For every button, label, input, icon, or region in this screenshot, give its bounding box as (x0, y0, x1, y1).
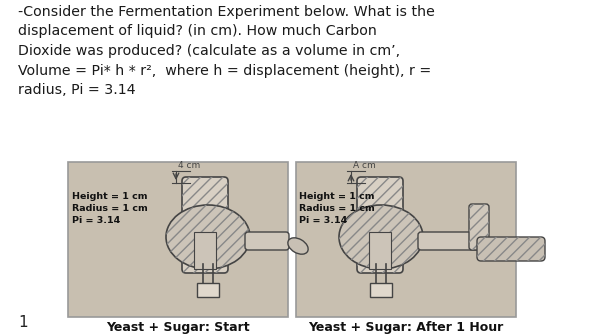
Text: radius, Pi = 3.14: radius, Pi = 3.14 (18, 83, 135, 97)
FancyBboxPatch shape (477, 237, 545, 261)
FancyBboxPatch shape (469, 204, 489, 250)
Text: A cm: A cm (353, 161, 376, 170)
Text: Yeast + Sugar: Start: Yeast + Sugar: Start (106, 321, 250, 334)
Text: Radius = 1 cm: Radius = 1 cm (299, 204, 375, 213)
Text: Pi = 3.14: Pi = 3.14 (299, 216, 347, 225)
Text: 4 cm: 4 cm (178, 161, 200, 170)
FancyBboxPatch shape (418, 232, 479, 250)
Ellipse shape (166, 205, 250, 269)
Ellipse shape (339, 205, 423, 269)
Text: displacement of liquid? (in cm). How much Carbon: displacement of liquid? (in cm). How muc… (18, 24, 377, 39)
FancyBboxPatch shape (182, 177, 228, 273)
Text: Height = 1 cm: Height = 1 cm (72, 192, 147, 201)
Text: -Consider the Fermentation Experiment below. What is the: -Consider the Fermentation Experiment be… (18, 5, 435, 19)
Bar (369, 232, 391, 269)
Text: Height = 1 cm: Height = 1 cm (299, 192, 374, 201)
Ellipse shape (288, 238, 308, 254)
Bar (194, 232, 216, 269)
FancyBboxPatch shape (357, 177, 403, 273)
Text: Volume = Pi* h * r²,  where h = displacement (height), r =: Volume = Pi* h * r², where h = displacem… (18, 64, 431, 77)
Bar (68, 162, 288, 317)
Text: Yeast + Sugar: After 1 Hour: Yeast + Sugar: After 1 Hour (308, 321, 504, 334)
Bar (296, 162, 516, 317)
Text: Dioxide was produced? (calculate as a volume in cmʼ,: Dioxide was produced? (calculate as a vo… (18, 44, 400, 58)
Bar (370, 283, 392, 297)
Text: 1: 1 (18, 315, 28, 330)
Bar (197, 283, 219, 297)
FancyBboxPatch shape (245, 232, 289, 250)
Text: Pi = 3.14: Pi = 3.14 (72, 216, 120, 225)
Text: Radius = 1 cm: Radius = 1 cm (72, 204, 147, 213)
